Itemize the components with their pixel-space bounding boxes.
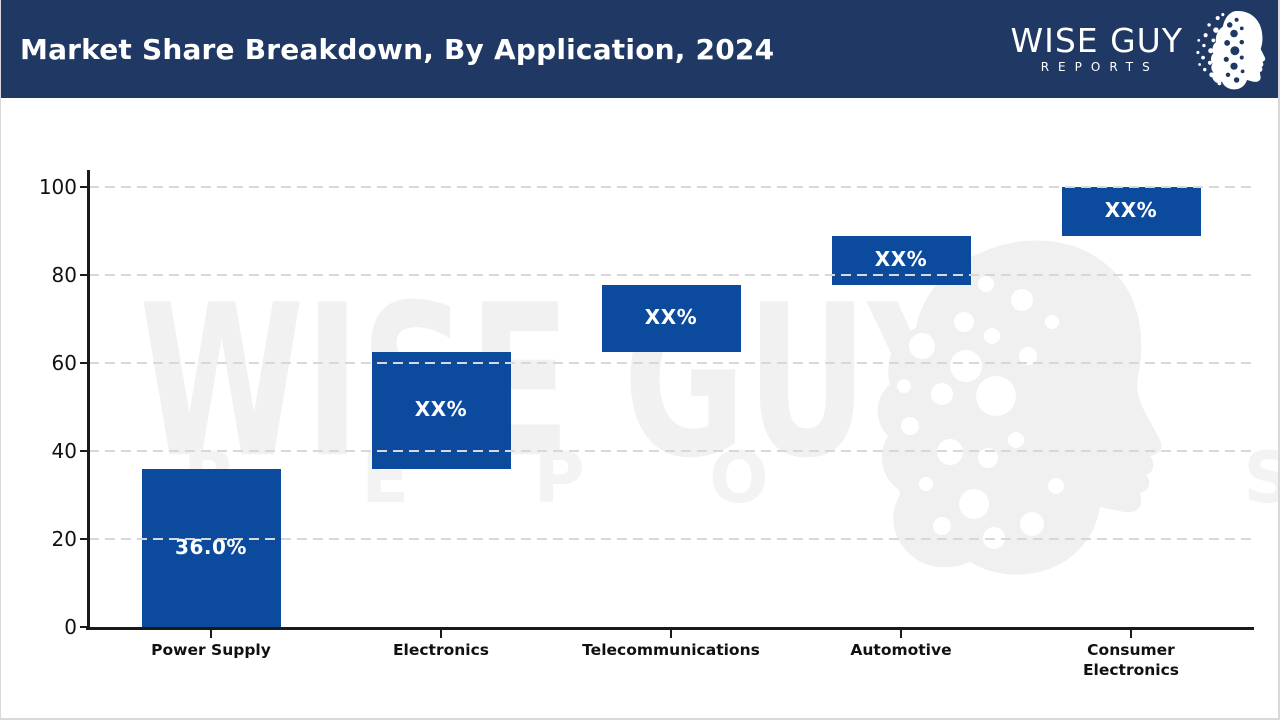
brand-logo: WISE GUY REPORTS [1010, 6, 1278, 92]
gridline-80 [89, 274, 1254, 276]
gridline-40 [89, 450, 1254, 452]
category-label-consumer-electronics: Consumer Electronics [1082, 641, 1180, 680]
bar-consumer-electronics: XX% [1061, 187, 1201, 236]
bar-power-supply: 36.0% [141, 468, 281, 627]
x-tick-mark [210, 630, 212, 638]
y-tick-mark [80, 626, 88, 628]
watermark-face-icon [846, 240, 1162, 575]
watermark-brand-text: WISE GUY [139, 261, 977, 505]
bar-value-label: XX% [414, 397, 468, 422]
x-tick-mark [440, 630, 442, 638]
bar-telecommunications: XX% [601, 285, 741, 352]
y-tick-mark [80, 538, 88, 540]
y-tick-mark [80, 186, 88, 188]
category-label-automotive: Automotive [850, 641, 952, 659]
y-tick-label: 80 [51, 263, 77, 287]
x-tick-mark [900, 630, 902, 638]
gridline-60 [89, 362, 1254, 364]
brand-face-icon [1196, 10, 1266, 90]
brand-name: WISE GUY [1010, 21, 1183, 60]
category-label-power-supply: Power Supply [151, 641, 271, 659]
y-tick-label: 20 [51, 527, 77, 551]
brand-logo-text: WISE GUY REPORTS [1010, 24, 1183, 74]
bar-value-label: XX% [874, 247, 928, 272]
brand-subname: REPORTS [1040, 60, 1159, 74]
x-tick-mark [670, 630, 672, 638]
y-tick-mark [80, 274, 88, 276]
gridline-20 [89, 538, 1254, 540]
category-label-telecommunications: Telecommunications [582, 641, 760, 659]
y-tick-label: 40 [51, 439, 77, 463]
gridline-100 [89, 186, 1254, 188]
y-tick-mark [80, 450, 88, 452]
bar-electronics: XX% [371, 351, 511, 469]
y-axis-line [87, 170, 90, 629]
y-tick-label: 60 [51, 351, 77, 375]
bar-value-label: XX% [644, 305, 698, 330]
bar-value-label: XX% [1104, 198, 1158, 223]
category-label-electronics: Electronics [392, 641, 490, 659]
x-axis-line [86, 627, 1254, 630]
header-bar: Market Share Breakdown, By Application, … [1, 0, 1278, 98]
y-tick-label: 100 [38, 175, 77, 199]
bar-automotive: XX% [831, 235, 971, 286]
y-tick-mark [80, 362, 88, 364]
y-tick-label: 0 [64, 615, 77, 639]
page-title: Market Share Breakdown, By Application, … [20, 32, 775, 66]
chart-plot-area: WISE GUY R E P O R T S 36.0% XX% XX% XX% XX%… [1, 98, 1278, 718]
x-tick-mark [1130, 630, 1132, 638]
